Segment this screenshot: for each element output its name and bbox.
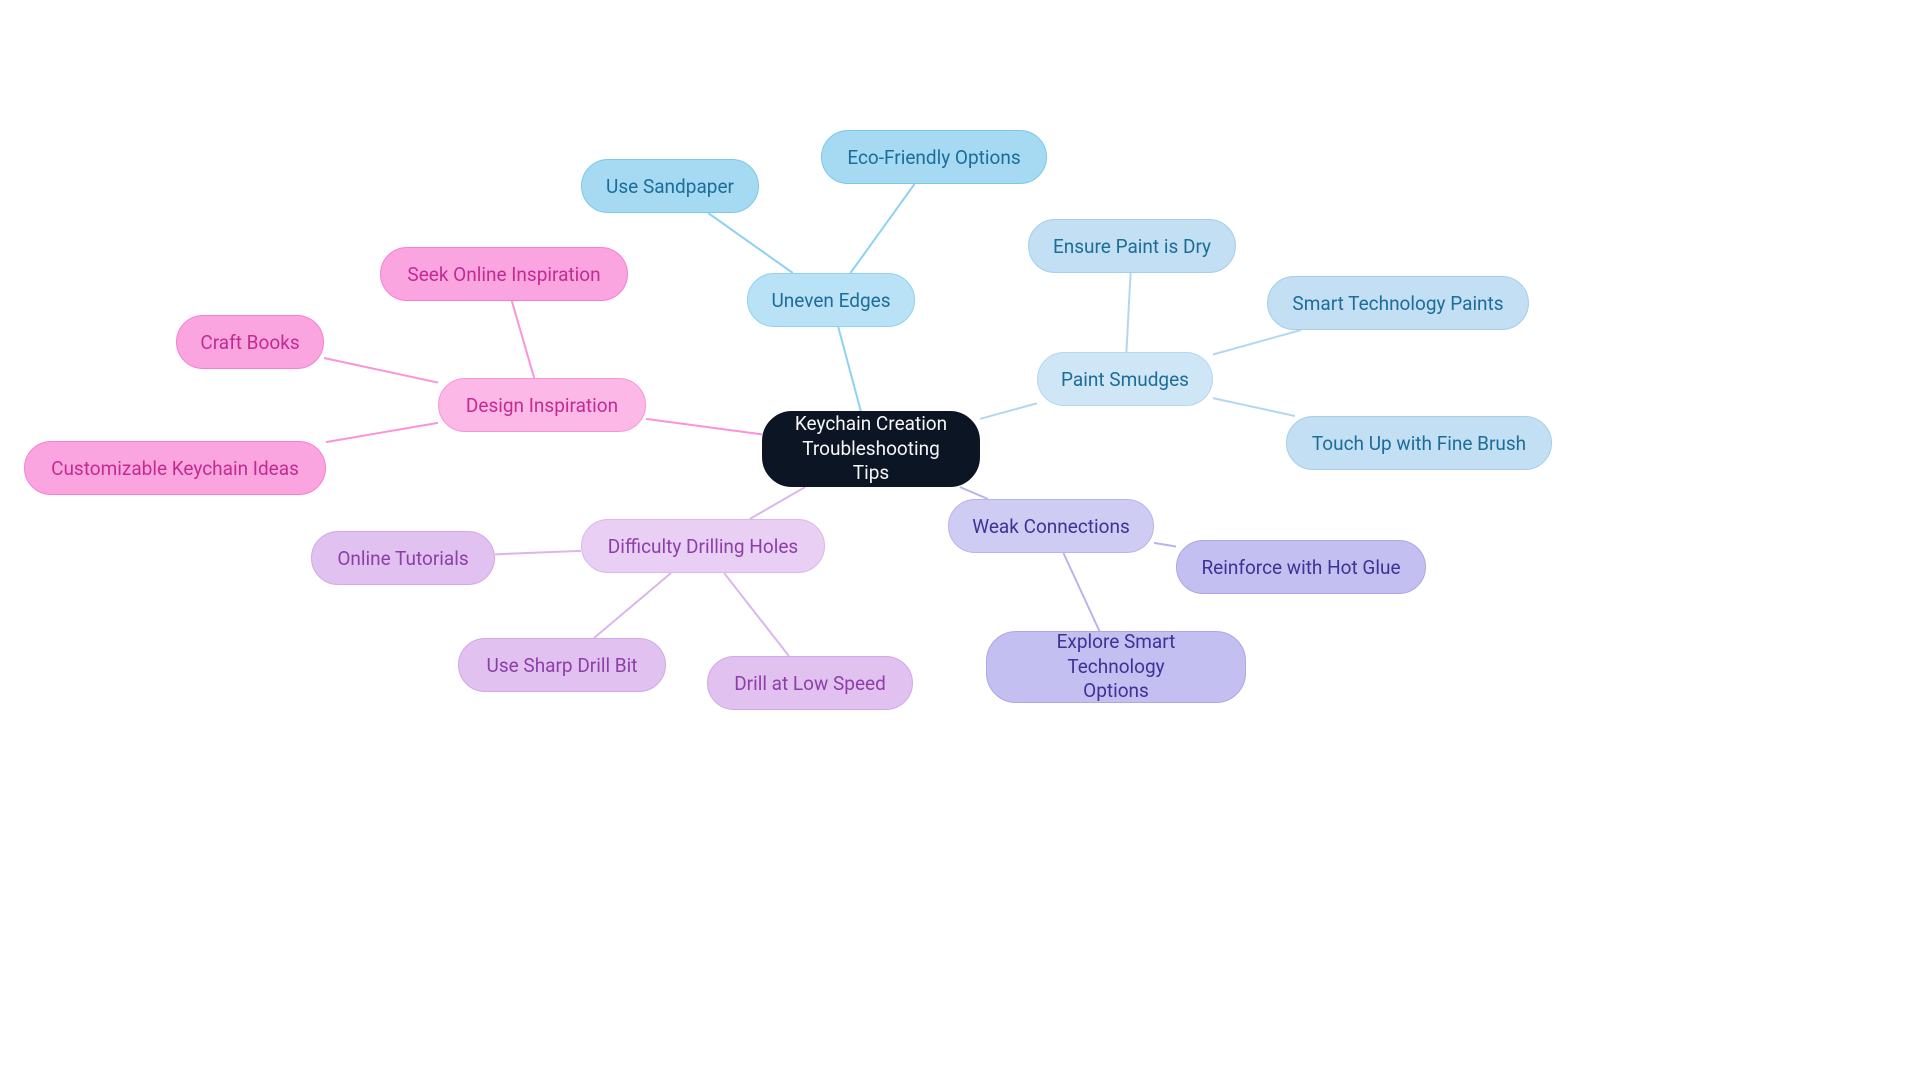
node-reinforce-glue: Reinforce with Hot Glue bbox=[1176, 540, 1426, 594]
node-custom-ideas: Customizable Keychain Ideas bbox=[24, 441, 326, 495]
node-low-speed: Drill at Low Speed bbox=[707, 656, 913, 710]
node-touch-up: Touch Up with Fine Brush bbox=[1286, 416, 1552, 470]
node-craft-books: Craft Books bbox=[176, 315, 324, 369]
node-uneven-edges: Uneven Edges bbox=[747, 273, 915, 327]
node-paint-smudges: Paint Smudges bbox=[1037, 352, 1213, 406]
node-center: Keychain CreationTroubleshooting Tips bbox=[762, 411, 980, 487]
node-seek-online: Seek Online Inspiration bbox=[380, 247, 628, 301]
node-eco-friendly: Eco-Friendly Options bbox=[821, 130, 1047, 184]
node-weak-connections: Weak Connections bbox=[948, 499, 1154, 553]
node-sharp-bit: Use Sharp Drill Bit bbox=[458, 638, 666, 692]
node-smart-paints: Smart Technology Paints bbox=[1267, 276, 1529, 330]
node-smart-options: Explore Smart TechnologyOptions bbox=[986, 631, 1246, 703]
node-use-sandpaper: Use Sandpaper bbox=[581, 159, 759, 213]
node-tutorials: Online Tutorials bbox=[311, 531, 495, 585]
node-drilling: Difficulty Drilling Holes bbox=[581, 519, 825, 573]
node-design-inspiration: Design Inspiration bbox=[438, 378, 646, 432]
node-ensure-dry: Ensure Paint is Dry bbox=[1028, 219, 1236, 273]
